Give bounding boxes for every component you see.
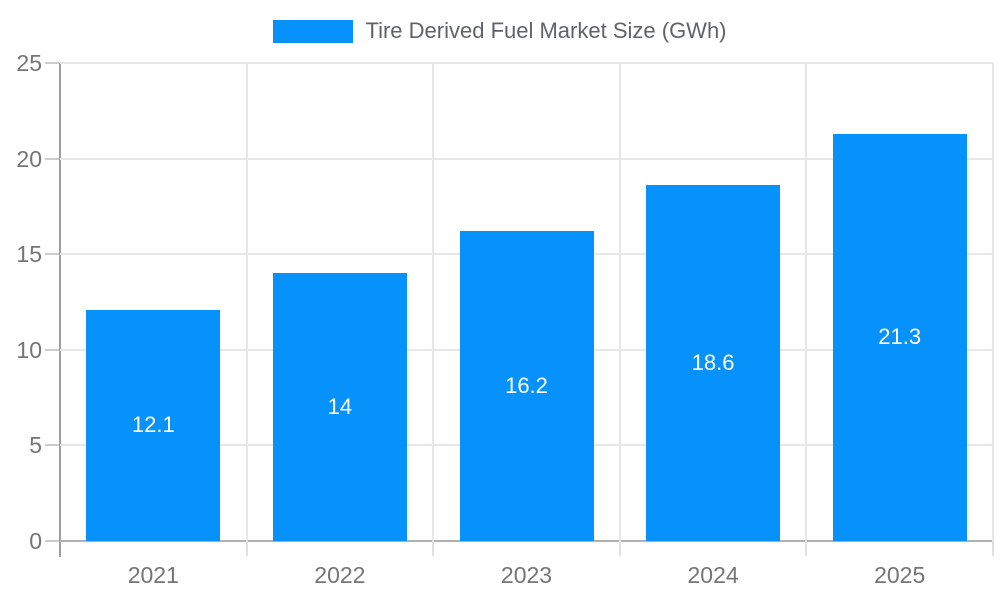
bar-2021[interactable]: 12.1 <box>86 309 221 541</box>
y-axis-tick-label: 5 <box>29 432 42 459</box>
y-axis-tick <box>45 348 59 351</box>
gridline-vertical <box>432 63 435 541</box>
bar-value-label: 16.2 <box>505 373 548 399</box>
gridline-vertical <box>805 63 808 541</box>
plot-area: 12.1 14 16.2 18.6 21.3 <box>60 62 994 541</box>
bar-2023[interactable]: 16.2 <box>459 231 594 541</box>
y-axis-tick-label: 0 <box>29 528 42 554</box>
x-axis-tick <box>805 541 808 556</box>
x-axis-line <box>60 540 993 542</box>
legend-swatch <box>273 19 354 43</box>
gridline-vertical <box>618 63 621 541</box>
bar-value-label: 18.6 <box>691 350 735 376</box>
y-axis-tick-label: 10 <box>16 336 42 363</box>
bar-value-label: 14 <box>327 394 353 420</box>
y-axis-tick <box>45 444 59 447</box>
bar-2024[interactable]: 18.6 <box>646 185 781 541</box>
y-axis-line <box>59 63 61 557</box>
x-axis-tick <box>432 541 435 556</box>
bar-2022[interactable]: 14 <box>272 273 407 541</box>
gridline-vertical <box>245 63 248 541</box>
gridline-horizontal <box>60 157 993 160</box>
bar-2025[interactable]: 21.3 <box>832 133 967 541</box>
x-axis-tick-label: 2024 <box>687 562 739 588</box>
x-axis-tick <box>618 541 621 556</box>
bar-value-label: 21.3 <box>878 324 922 350</box>
legend: Tire Derived Fuel Market Size (GWh) <box>0 18 1000 44</box>
x-axis-tick-label: 2021 <box>127 562 179 588</box>
y-axis-tick-label: 20 <box>16 145 42 172</box>
x-axis-tick-label: 2023 <box>500 562 553 588</box>
bar-value-label: 12.1 <box>131 412 175 438</box>
y-axis-tick <box>45 62 59 64</box>
x-axis-tick-label: 2025 <box>874 562 926 588</box>
gridline-vertical <box>992 63 994 541</box>
y-axis-tick-label: 15 <box>16 241 42 268</box>
x-axis-tick <box>245 541 248 556</box>
x-axis-tick-label: 2022 <box>314 562 366 588</box>
x-axis-tick <box>992 541 994 556</box>
y-axis-tick <box>45 540 59 542</box>
gridline-horizontal <box>60 62 993 64</box>
y-axis-tick-label: 25 <box>16 50 42 76</box>
legend-item[interactable]: Tire Derived Fuel Market Size (GWh) <box>273 18 727 44</box>
y-axis-tick <box>45 157 59 160</box>
y-axis-tick <box>45 253 59 256</box>
legend-label: Tire Derived Fuel Market Size (GWh) <box>365 18 727 43</box>
